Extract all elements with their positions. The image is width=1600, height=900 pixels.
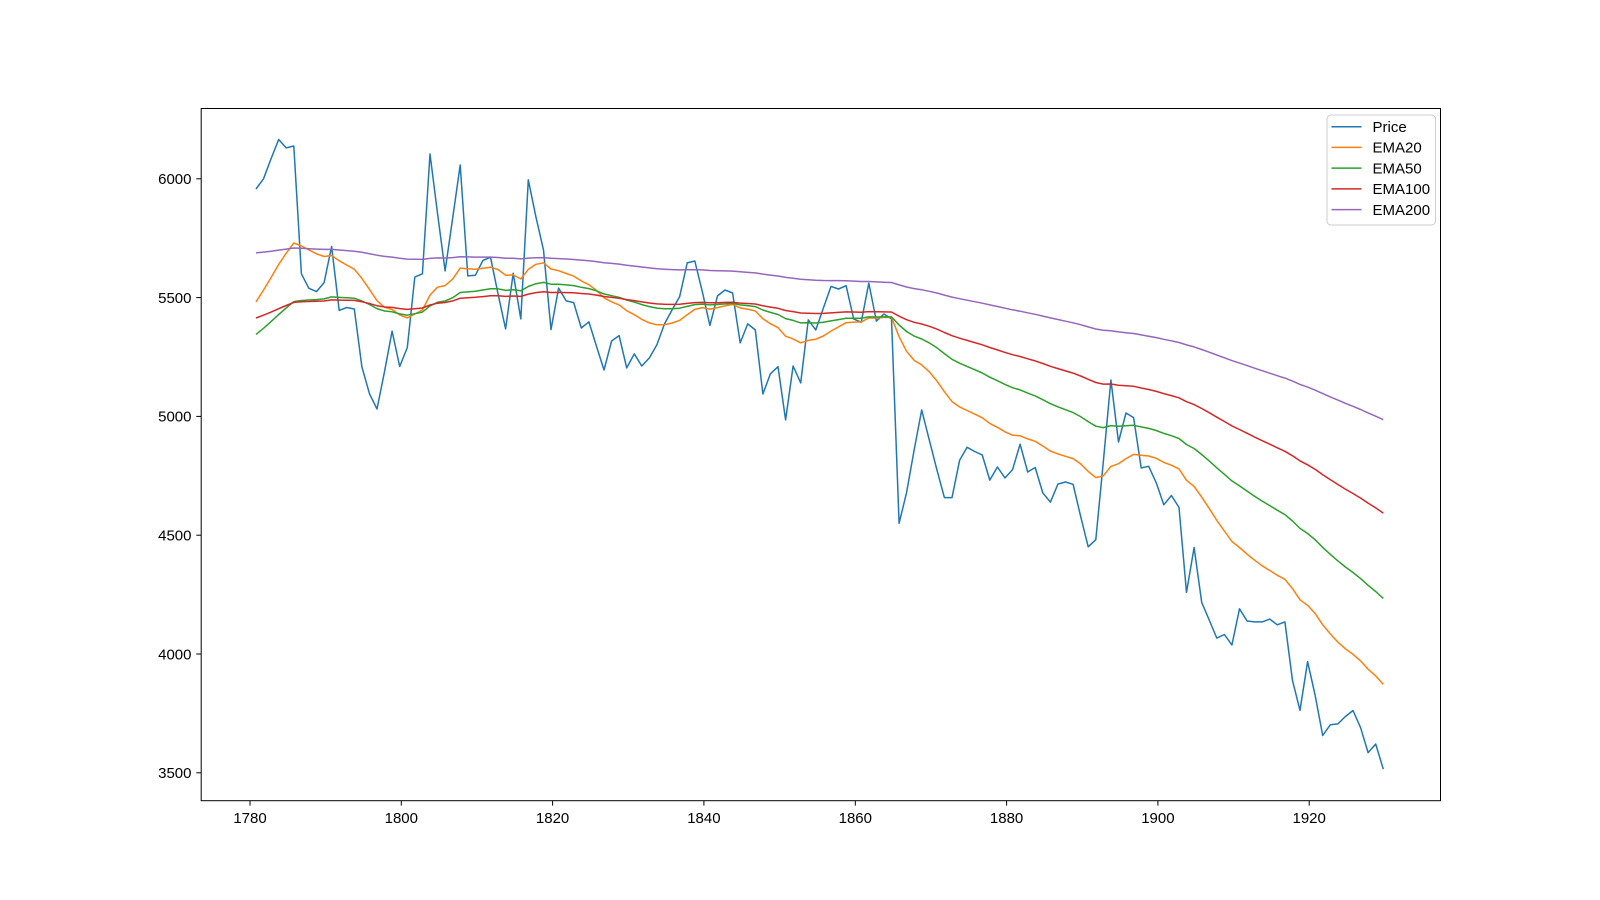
svg-text:1880: 1880 xyxy=(990,810,1023,827)
svg-text:4500: 4500 xyxy=(158,528,191,545)
svg-text:1920: 1920 xyxy=(1293,810,1326,827)
svg-text:4000: 4000 xyxy=(158,646,191,663)
svg-text:EMA100: EMA100 xyxy=(1373,181,1431,198)
svg-text:1900: 1900 xyxy=(1141,810,1174,827)
svg-text:EMA20: EMA20 xyxy=(1373,140,1422,157)
svg-text:5500: 5500 xyxy=(158,290,191,307)
svg-text:1820: 1820 xyxy=(536,810,569,827)
svg-text:EMA50: EMA50 xyxy=(1373,160,1422,177)
svg-text:1860: 1860 xyxy=(839,810,872,827)
svg-text:EMA200: EMA200 xyxy=(1373,202,1431,219)
svg-text:5000: 5000 xyxy=(158,409,191,426)
svg-text:1800: 1800 xyxy=(385,810,418,827)
svg-text:6000: 6000 xyxy=(158,171,191,188)
svg-text:1840: 1840 xyxy=(687,810,720,827)
svg-text:1780: 1780 xyxy=(233,810,266,827)
svg-text:Price: Price xyxy=(1373,119,1407,136)
svg-text:3500: 3500 xyxy=(158,765,191,782)
